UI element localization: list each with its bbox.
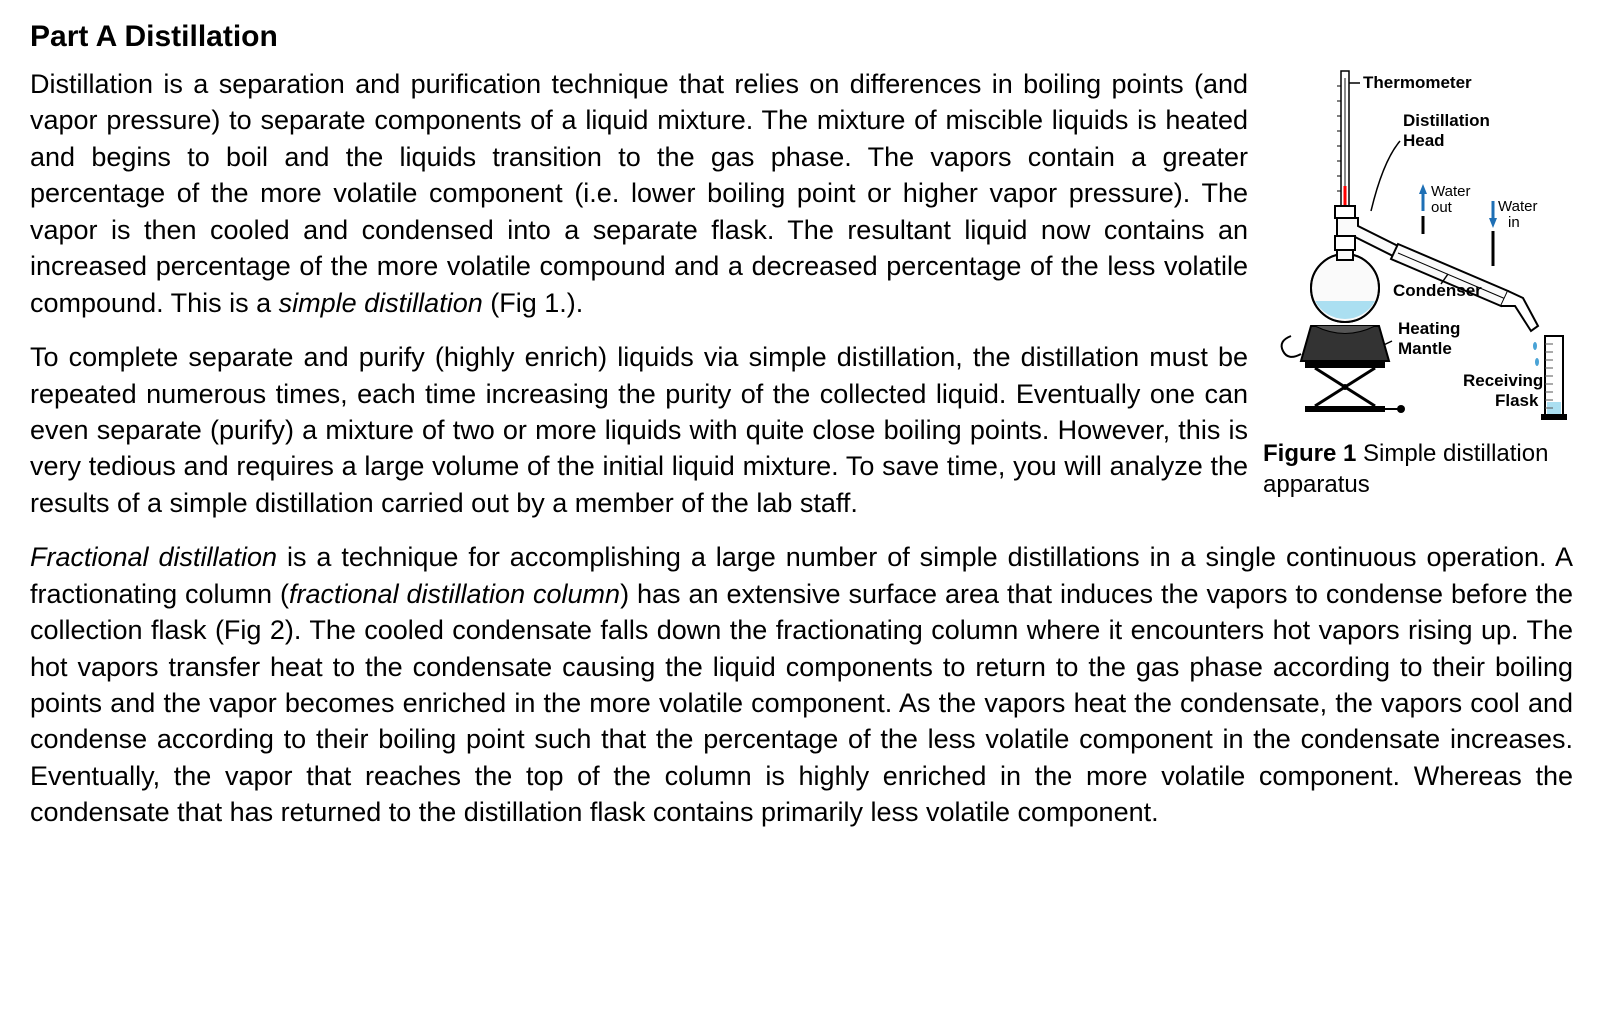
p1-text-b: (Fig 1.). <box>483 288 584 318</box>
content-area: Thermometer Distillation Head <box>30 66 1573 831</box>
distillation-head-label-1: Distillation <box>1403 111 1490 130</box>
receiving-flask-label-1: Receiving <box>1463 371 1543 390</box>
condenser-label: Condenser <box>1393 281 1482 300</box>
water-in-label-2: in <box>1508 214 1520 231</box>
water-out-label-1: Water <box>1431 183 1470 200</box>
p3-text-b: ) has an extensive surface area that ind… <box>30 579 1573 828</box>
heating-mantle-icon <box>1282 326 1405 413</box>
drop-icon <box>1533 342 1537 350</box>
condenser-icon <box>1391 216 1538 331</box>
water-in-label-1: Water <box>1498 198 1537 215</box>
receiving-flask-label-2: Flask <box>1495 391 1539 410</box>
thermometer-label: Thermometer <box>1363 73 1472 92</box>
section-heading: Part A Distillation <box>30 20 1573 54</box>
p1-text-a: Distillation is a separation and purific… <box>30 69 1248 318</box>
figure-number: Figure 1 <box>1263 440 1356 467</box>
heating-mantle-label-1: Heating <box>1398 319 1460 338</box>
distillation-head-label-2: Head <box>1403 131 1445 150</box>
heating-mantle-label-2: Mantle <box>1398 339 1452 358</box>
round-bottom-flask-icon <box>1311 250 1379 322</box>
p3-italic-1: Fractional distillation <box>30 542 277 572</box>
paragraph-3: Fractional distillation is a technique f… <box>30 539 1573 831</box>
p3-italic-2: fractional distillation column <box>289 579 620 609</box>
p2-text: To complete separate and purify (highly … <box>30 342 1248 518</box>
graduated-cylinder-icon <box>1541 336 1567 420</box>
distillation-apparatus-diagram: Thermometer Distillation Head <box>1263 66 1573 436</box>
figure-1-caption: Figure 1 Simple distillation apparatus <box>1263 438 1573 500</box>
distillation-head-icon <box>1335 206 1398 256</box>
p1-italic: simple distillation <box>279 288 483 318</box>
thermometer-icon <box>1337 71 1349 225</box>
water-out-label-2: out <box>1431 199 1453 216</box>
drop-icon <box>1535 358 1539 366</box>
figure-1-wrapper: Thermometer Distillation Head <box>1263 66 1573 500</box>
